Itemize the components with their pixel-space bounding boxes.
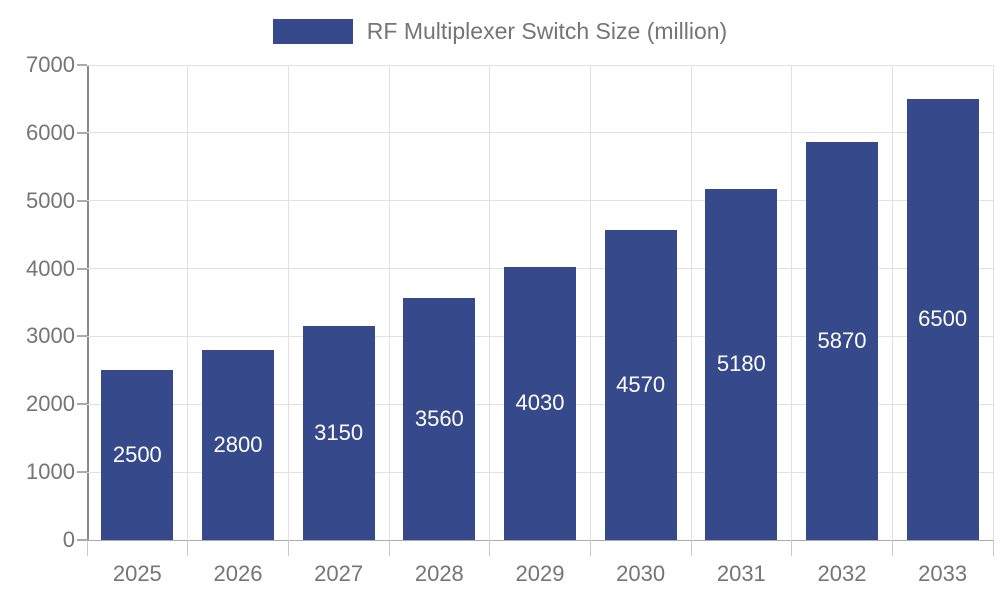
y-axis-tick xyxy=(77,64,87,66)
x-gridline xyxy=(690,65,692,540)
legend-swatch xyxy=(272,19,353,44)
bar xyxy=(101,370,174,540)
legend-label: RF Multiplexer Switch Size (million) xyxy=(366,18,728,44)
x-axis-tick xyxy=(891,540,893,556)
x-gridline xyxy=(187,65,189,540)
x-axis-tick xyxy=(489,540,491,556)
bar xyxy=(302,326,375,540)
x-tick-label: 2028 xyxy=(414,561,464,586)
x-tick-label: 2029 xyxy=(515,561,565,586)
bar-value-label: 5180 xyxy=(716,351,766,377)
x-axis-tick xyxy=(86,540,88,556)
y-gridline xyxy=(87,64,993,66)
x-gridline xyxy=(489,65,491,540)
bar xyxy=(202,350,274,540)
y-tick-label: 6000 xyxy=(26,119,75,145)
x-tick-label: 2032 xyxy=(817,561,867,586)
y-axis-tick xyxy=(77,539,87,541)
bar-value-label: 4030 xyxy=(515,390,565,416)
x-gridline xyxy=(992,65,994,540)
bar-value-label: 4570 xyxy=(616,371,666,397)
x-axis-tick xyxy=(287,540,289,556)
x-axis-tick xyxy=(791,540,793,556)
x-tick-label: 2027 xyxy=(314,561,364,586)
x-axis-tick xyxy=(187,540,189,556)
y-tick-label: 4000 xyxy=(26,255,75,281)
y-tick-label: 7000 xyxy=(26,52,75,77)
y-gridline xyxy=(87,539,993,541)
y-gridline xyxy=(87,200,993,202)
bar-value-label: 3150 xyxy=(314,420,364,446)
bar-value-label: 3560 xyxy=(414,406,464,432)
x-gridline xyxy=(891,65,893,540)
y-axis-tick xyxy=(77,403,87,406)
bar xyxy=(906,98,979,540)
y-tick-label: 1000 xyxy=(26,459,75,485)
y-gridline xyxy=(87,132,993,134)
y-tick-label: 5000 xyxy=(26,187,75,213)
bar-value-label: 6500 xyxy=(918,306,968,332)
y-tick-label: 0 xyxy=(62,527,75,552)
x-axis-tick xyxy=(388,540,390,556)
bar-value-label: 2500 xyxy=(112,442,162,468)
y-tick-label: 2000 xyxy=(26,391,75,417)
y-axis-tick xyxy=(77,131,87,134)
y-axis-line xyxy=(87,65,89,540)
y-tick-label: 3000 xyxy=(26,323,75,349)
y-axis-tick xyxy=(77,199,87,202)
x-tick-label: 2031 xyxy=(716,561,766,586)
y-axis-tick xyxy=(77,267,87,270)
legend: RF Multiplexer Switch Size (million) xyxy=(0,18,1000,45)
x-tick-label: 2033 xyxy=(918,561,968,586)
bar xyxy=(705,188,778,540)
bar xyxy=(604,229,677,540)
bar xyxy=(403,298,476,540)
x-tick-label: 2026 xyxy=(213,561,263,586)
bar-value-label: 5870 xyxy=(817,327,867,353)
x-axis-tick xyxy=(690,540,692,556)
x-gridline xyxy=(287,65,289,540)
y-axis-tick xyxy=(77,335,87,338)
x-tick-label: 2025 xyxy=(112,561,162,586)
x-gridline xyxy=(388,65,390,540)
x-gridline xyxy=(791,65,793,540)
y-axis-tick xyxy=(77,471,87,474)
x-axis-tick xyxy=(589,540,591,556)
bar xyxy=(806,141,878,540)
plot-area: 2500 2800 3150 3560 4030 4570 5180 5870 6500 xyxy=(87,64,994,541)
x-tick-label: 2030 xyxy=(616,561,666,586)
bar-value-label: 2800 xyxy=(213,432,263,457)
x-axis-tick xyxy=(992,540,994,556)
x-gridline xyxy=(589,65,591,540)
bar xyxy=(504,266,576,540)
